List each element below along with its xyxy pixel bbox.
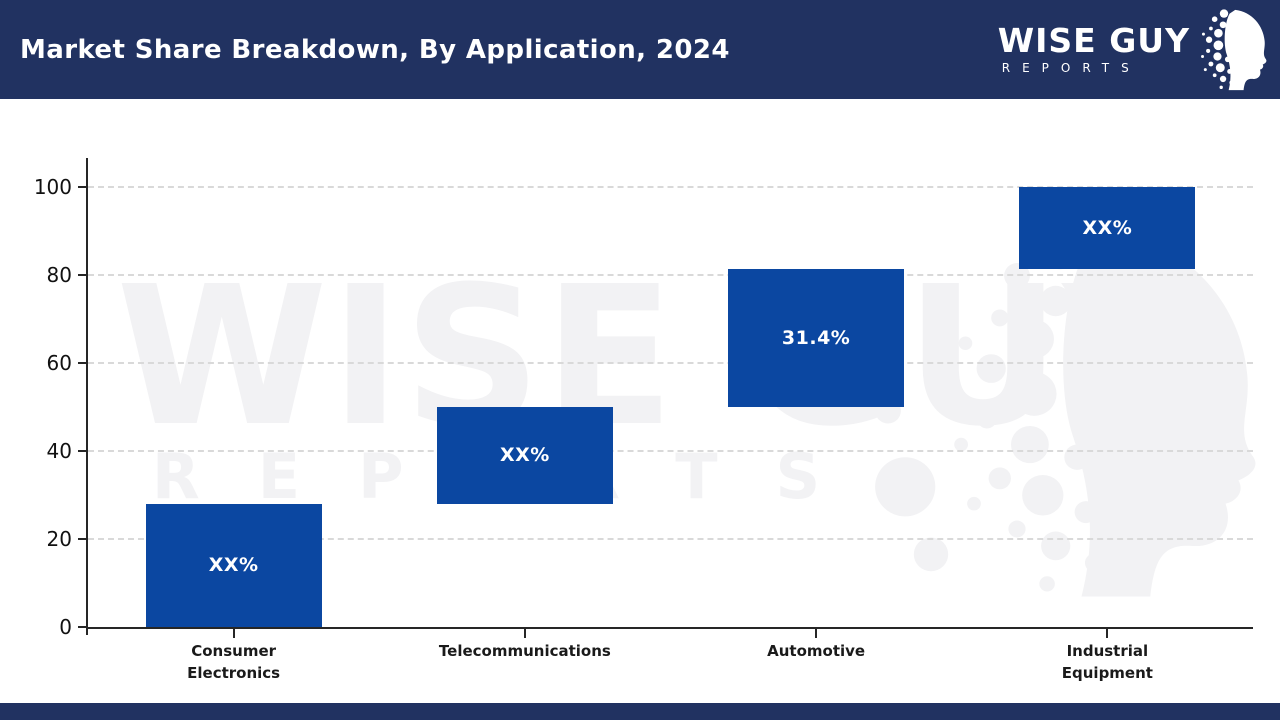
y-axis-line (86, 158, 88, 635)
bar-industrial-equipment: XX% (1019, 187, 1196, 269)
y-axis-tick (78, 362, 86, 364)
x-axis-tick (1106, 629, 1109, 638)
y-axis-tick-label: 100 (33, 175, 72, 199)
gridline-40 (88, 450, 1253, 452)
y-axis-tick-label: 20 (46, 527, 72, 551)
wise-guy-head-logo-icon (1201, 8, 1267, 90)
y-axis-tick-label: 60 (46, 351, 72, 375)
x-axis-tick (523, 629, 526, 638)
y-axis-tick (78, 186, 86, 188)
chart-area: 0 20 40 60 80 100 XX% Consumer Electronics XX% Tel… (34, 158, 1253, 682)
logo-name: WISE GUY (997, 21, 1190, 60)
x-axis-line (86, 627, 1253, 629)
bar-telecommunications: XX% (436, 407, 613, 504)
x-axis-category-label: Automotive (767, 642, 866, 660)
bar-value-label: XX% (1082, 216, 1133, 239)
y-axis-tick (78, 274, 86, 276)
logo-tagline: REPORTS (1001, 61, 1141, 75)
header-bar: Market Share Breakdown, By Application, … (0, 0, 1280, 99)
x-axis-tick (232, 629, 235, 638)
y-axis-tick (78, 626, 86, 628)
watermark-head-icon (875, 231, 1256, 597)
gridline-80 (88, 274, 1253, 276)
footer-bar (0, 703, 1280, 720)
y-axis-tick-label: 80 (46, 263, 72, 287)
bar-consumer-electronics: XX% (145, 503, 322, 627)
logo-text: WISE GUY REPORTS (998, 24, 1190, 75)
bar-value-label: 31.4% (781, 326, 851, 349)
bar-value-label: XX% (499, 444, 550, 467)
watermark-wordmark: WISE GUY (116, 246, 1205, 469)
x-axis-category-label: Telecommunications (438, 642, 611, 660)
wise-guy-logo: WISE GUY REPORTS (998, 8, 1280, 92)
y-axis-tick-label: 40 (46, 439, 72, 463)
gridline-20 (88, 538, 1253, 540)
page-title: Market Share Breakdown, By Application, … (20, 34, 730, 65)
bar-value-label: XX% (208, 554, 259, 577)
gridline-60 (88, 362, 1253, 364)
x-axis-category-label: Industrial Equipment (1061, 642, 1153, 682)
y-axis-tick-label: 0 (59, 615, 72, 639)
gridline-100 (88, 186, 1253, 188)
bar-automotive: 31.4% (728, 268, 905, 407)
x-axis-tick (815, 629, 818, 638)
y-axis-tick (78, 538, 86, 540)
y-axis-tick (78, 450, 86, 452)
x-axis-category-label: Consumer Electronics (187, 642, 281, 682)
